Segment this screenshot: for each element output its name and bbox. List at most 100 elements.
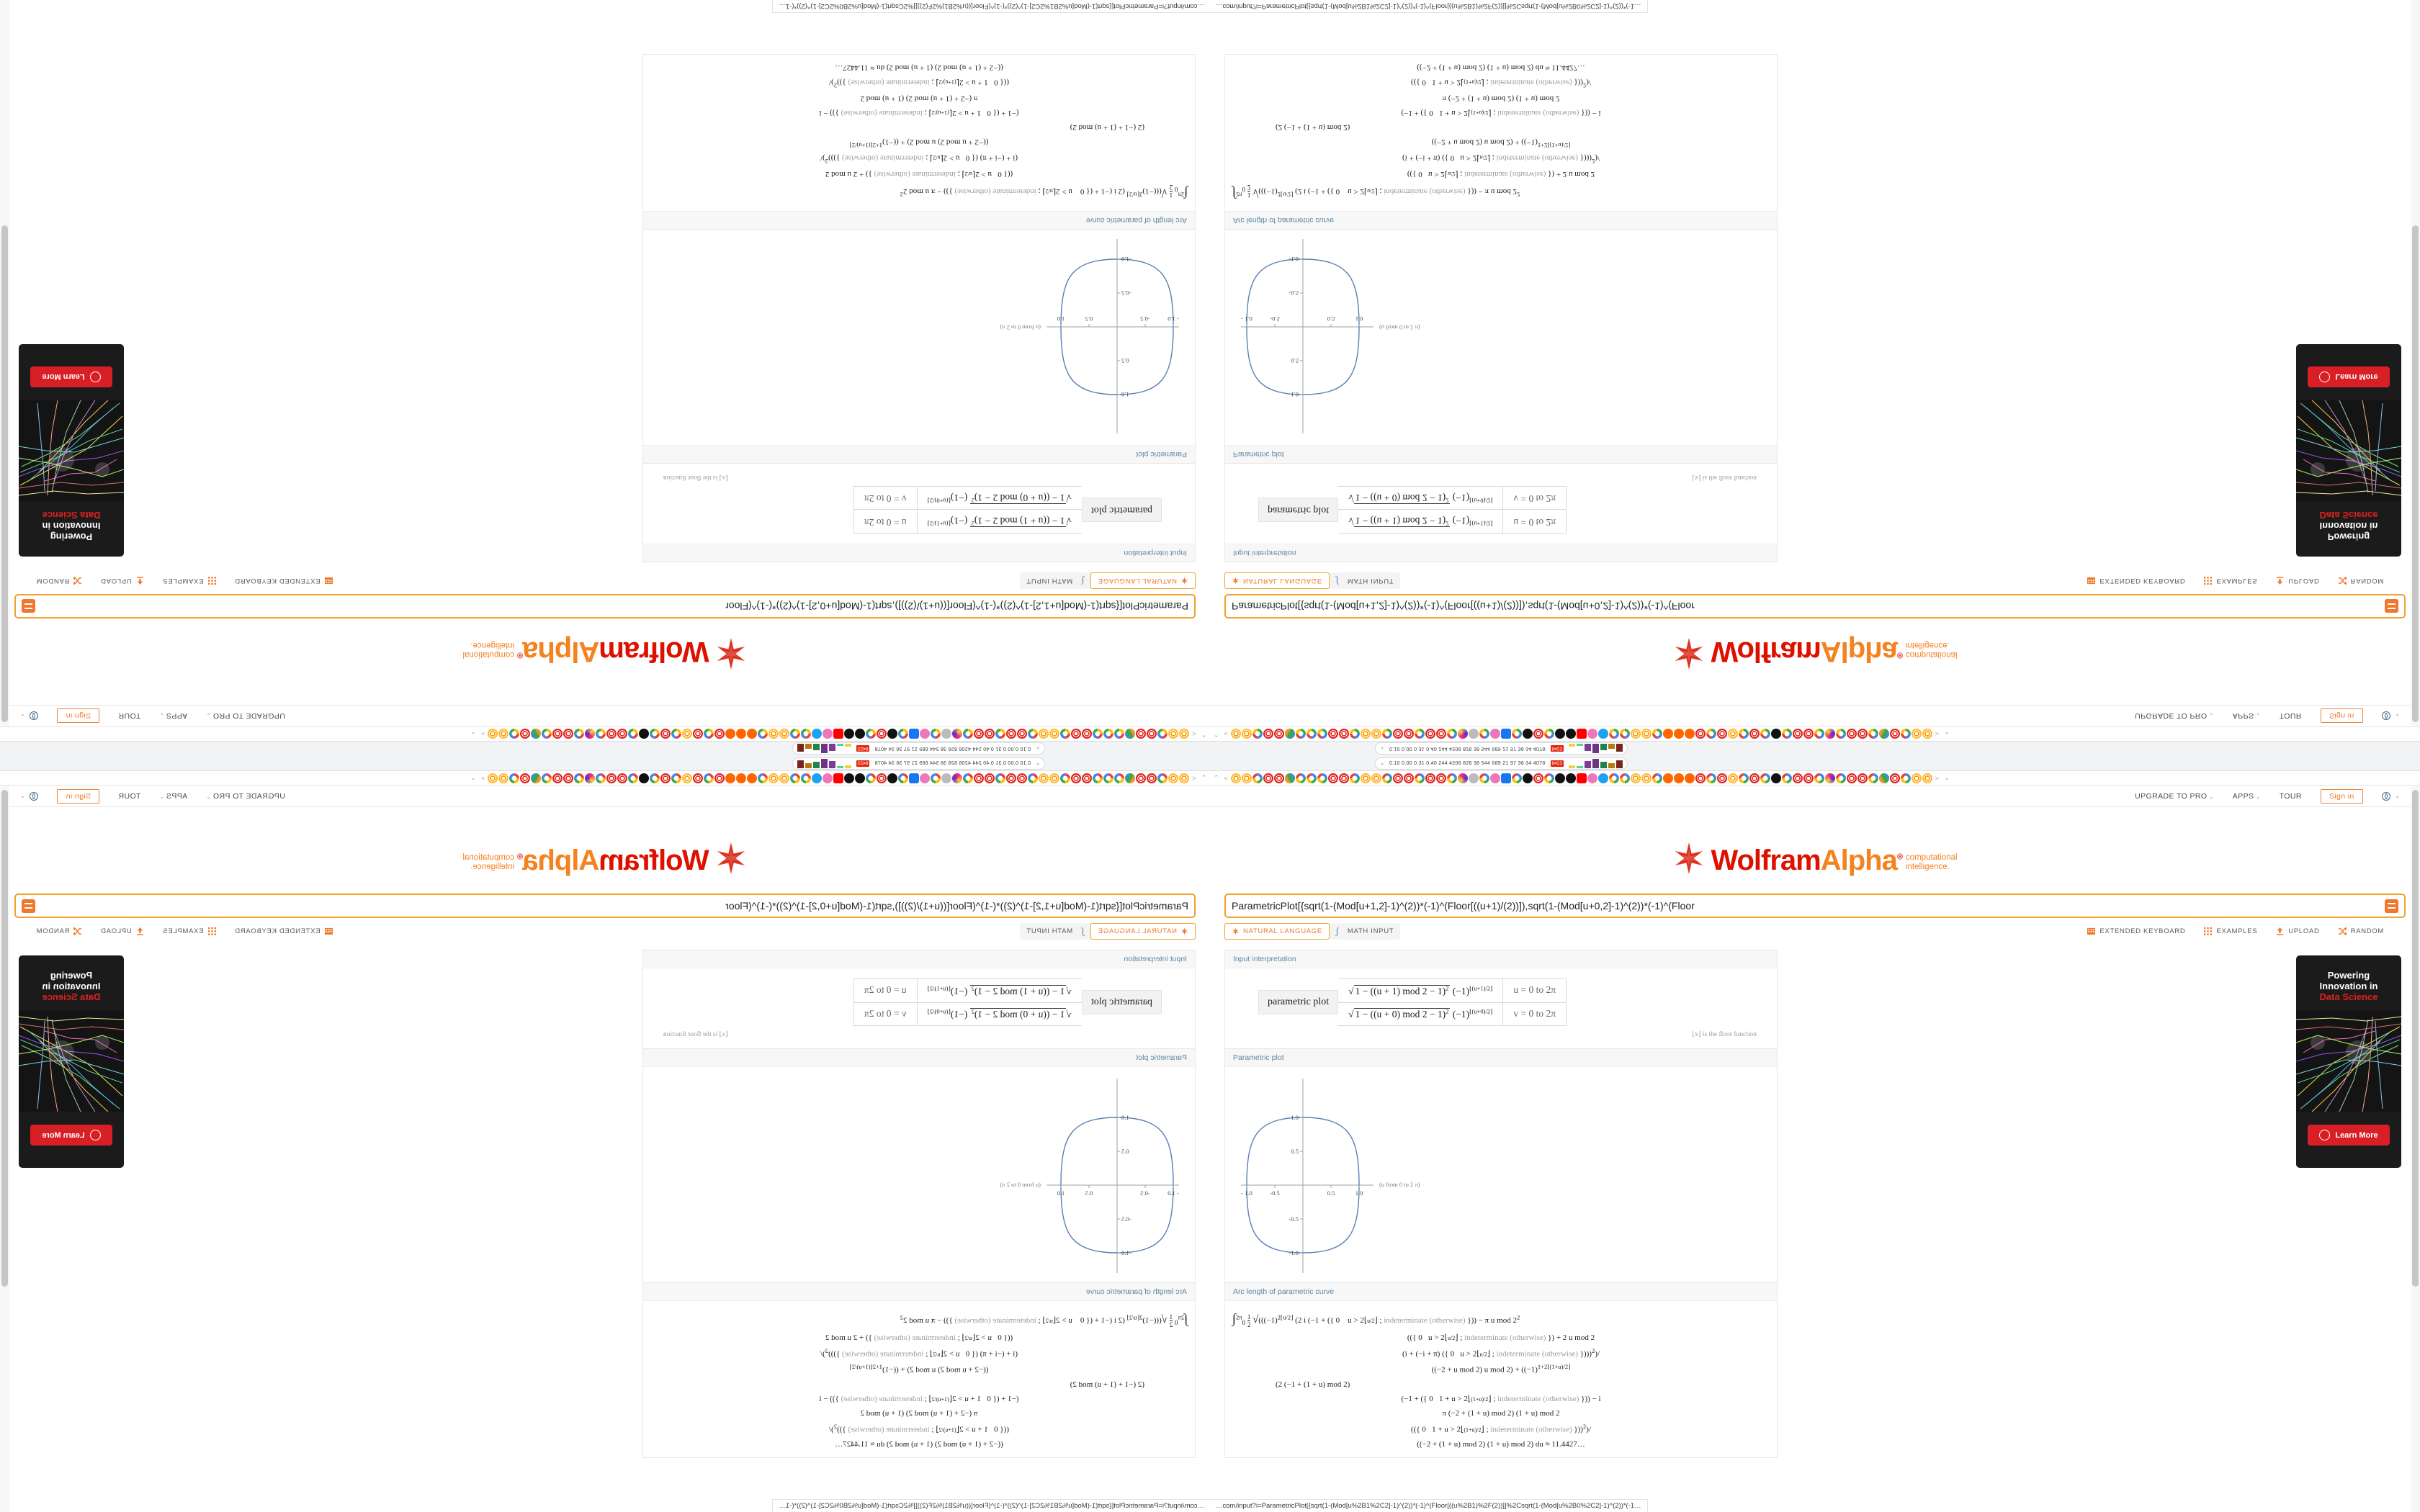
bookmark-icon[interactable] (1082, 773, 1093, 783)
bookmark-icon[interactable] (1760, 773, 1770, 783)
bookmark-icon[interactable] (1147, 729, 1157, 739)
bookmark-icon[interactable] (1392, 773, 1403, 783)
math-input-tab[interactable]: ∫ MATH INPUT (1335, 926, 1394, 936)
bookmark-icon[interactable] (1792, 773, 1803, 783)
bookmark-icon[interactable] (1900, 773, 1911, 783)
bookmark-icon[interactable] (1327, 773, 1338, 783)
page-scrollbar[interactable] (0, 0, 9, 726)
bookmark-icon[interactable] (1457, 773, 1468, 783)
bookmark-icon[interactable] (779, 729, 790, 739)
bookmark-icon[interactable] (617, 773, 628, 783)
bookmark-icon[interactable] (1381, 773, 1392, 783)
url-field[interactable]: ⌄ 0.10 0.00 0.31 0.40 244 4206 826 38 54… (792, 742, 1045, 755)
bookmark-icon[interactable] (1371, 729, 1381, 739)
search-input[interactable] (1232, 900, 2380, 912)
learn-more-button[interactable]: Learn More (2308, 366, 2390, 387)
bookmark-icon[interactable] (671, 729, 682, 739)
bookmarks-overflow-icon[interactable]: > (1935, 774, 1940, 782)
bookmark-icon[interactable] (531, 773, 542, 783)
bookmark-icon[interactable] (1425, 729, 1435, 739)
bookmark-icon[interactable] (639, 773, 650, 783)
nav-tour[interactable]: TOUR (118, 791, 141, 801)
bookmark-icon[interactable] (617, 729, 628, 739)
bookmark-icon[interactable] (628, 773, 639, 783)
bookmark-icon[interactable] (1230, 729, 1241, 739)
nav-upgrade-to-pro[interactable]: UPGRADE TO PRO⌄ (206, 791, 285, 801)
bookmark-icon[interactable] (585, 729, 596, 739)
bookmark-icon[interactable] (1446, 729, 1457, 739)
math-input-tab[interactable]: ∫ MATH INPUT (1026, 576, 1085, 586)
collapse-chevron-icon[interactable]: ⌄ (470, 774, 476, 781)
bookmarks-overflow-icon[interactable]: > (480, 774, 485, 782)
nav-tour[interactable]: TOUR (118, 711, 141, 721)
bookmark-icon[interactable] (596, 773, 606, 783)
bookmark-icon[interactable] (1168, 773, 1179, 783)
bookmark-icon[interactable] (1446, 773, 1457, 783)
query-bar[interactable] (14, 594, 1196, 618)
bookmark-icon[interactable] (1306, 729, 1317, 739)
bookmark-icon[interactable] (1824, 729, 1835, 739)
nav-apps[interactable]: APPS⌄ (2232, 791, 2261, 801)
bookmark-icon[interactable] (1889, 773, 1900, 783)
bookmark-icon[interactable] (887, 729, 898, 739)
bookmark-icon[interactable] (1479, 729, 1489, 739)
bookmark-icon[interactable] (844, 773, 855, 783)
bookmark-icon[interactable] (747, 729, 758, 739)
bookmark-icon[interactable] (1673, 773, 1684, 783)
bookmark-icon[interactable] (1500, 773, 1511, 783)
bookmark-icon[interactable] (920, 729, 931, 739)
random-button[interactable]: RANDOM (2338, 577, 2384, 585)
browser-url-bar[interactable]: ⌄ 0.10 0.00 0.31 0.40 244 4206 826 38 54… (0, 741, 1210, 756)
bookmark-icon[interactable] (833, 729, 844, 739)
extended-keyboard-button[interactable]: EXTENDED KEYBOARD (2087, 927, 2185, 935)
bookmark-icon[interactable] (1619, 773, 1630, 783)
bookmark-icon[interactable] (758, 729, 768, 739)
bookmark-icon[interactable] (1652, 773, 1662, 783)
bookmark-icon[interactable] (574, 773, 585, 783)
random-button[interactable]: RANDOM (36, 927, 82, 935)
bookmark-icon[interactable] (1716, 729, 1727, 739)
bookmark-icon[interactable] (1511, 773, 1522, 783)
bookmark-icon[interactable] (823, 729, 833, 739)
equals-button[interactable] (22, 599, 35, 613)
bookmark-icon[interactable] (1922, 773, 1932, 783)
bookmark-icon[interactable] (1911, 729, 1922, 739)
bookmarks-overflow-icon[interactable]: > (1935, 730, 1940, 738)
extended-keyboard-button[interactable]: EXTENDED KEYBOARD (235, 577, 333, 585)
bookmark-icon[interactable] (1878, 773, 1889, 783)
back-chevron-icon[interactable]: ⌃ (1201, 774, 1206, 781)
bookmark-icon[interactable] (563, 729, 574, 739)
bookmark-icon[interactable] (768, 773, 779, 783)
bookmark-icon[interactable] (1039, 729, 1049, 739)
bookmark-icon[interactable] (1587, 773, 1597, 783)
bookmark-icon[interactable] (660, 729, 671, 739)
url-dropdown-icon[interactable]: ⌄ (1380, 761, 1385, 766)
bookmark-icon[interactable] (1006, 773, 1017, 783)
bookmark-icon[interactable] (498, 729, 509, 739)
nav-apps[interactable]: APPS⌄ (159, 791, 188, 801)
bookmark-icon[interactable] (931, 729, 941, 739)
bookmark-icon[interactable] (1641, 773, 1652, 783)
query-bar[interactable] (1224, 594, 2406, 618)
bookmark-icon[interactable] (1911, 773, 1922, 783)
bookmark-icon[interactable] (866, 773, 877, 783)
bookmark-icon[interactable] (725, 773, 736, 783)
collapse-chevron-icon[interactable]: ⌄ (1944, 731, 1950, 738)
bookmark-icon[interactable] (531, 729, 542, 739)
bookmark-icon[interactable] (1306, 773, 1317, 783)
upload-button[interactable]: UPLOAD (100, 577, 143, 585)
page-scrollbar[interactable] (2411, 0, 2420, 726)
sign-in-button[interactable]: Sign in (57, 708, 100, 724)
bookmark-icon[interactable] (1273, 773, 1284, 783)
bookmark-icon[interactable] (1049, 773, 1060, 783)
bookmark-icon[interactable] (552, 729, 563, 739)
bookmark-icon[interactable] (1082, 729, 1093, 739)
extended-keyboard-button[interactable]: EXTENDED KEYBOARD (2087, 577, 2185, 585)
bookmark-icon[interactable] (650, 729, 660, 739)
bookmark-icon[interactable] (639, 729, 650, 739)
nav-upgrade-to-pro[interactable]: UPGRADE TO PRO⌄ (206, 711, 285, 721)
bookmark-icon[interactable] (1792, 729, 1803, 739)
bookmark-icon[interactable] (995, 773, 1006, 783)
bookmark-icon[interactable] (1317, 729, 1327, 739)
sidebar-advertisement[interactable]: Powering Innovation in Data Science (2296, 955, 2401, 1168)
